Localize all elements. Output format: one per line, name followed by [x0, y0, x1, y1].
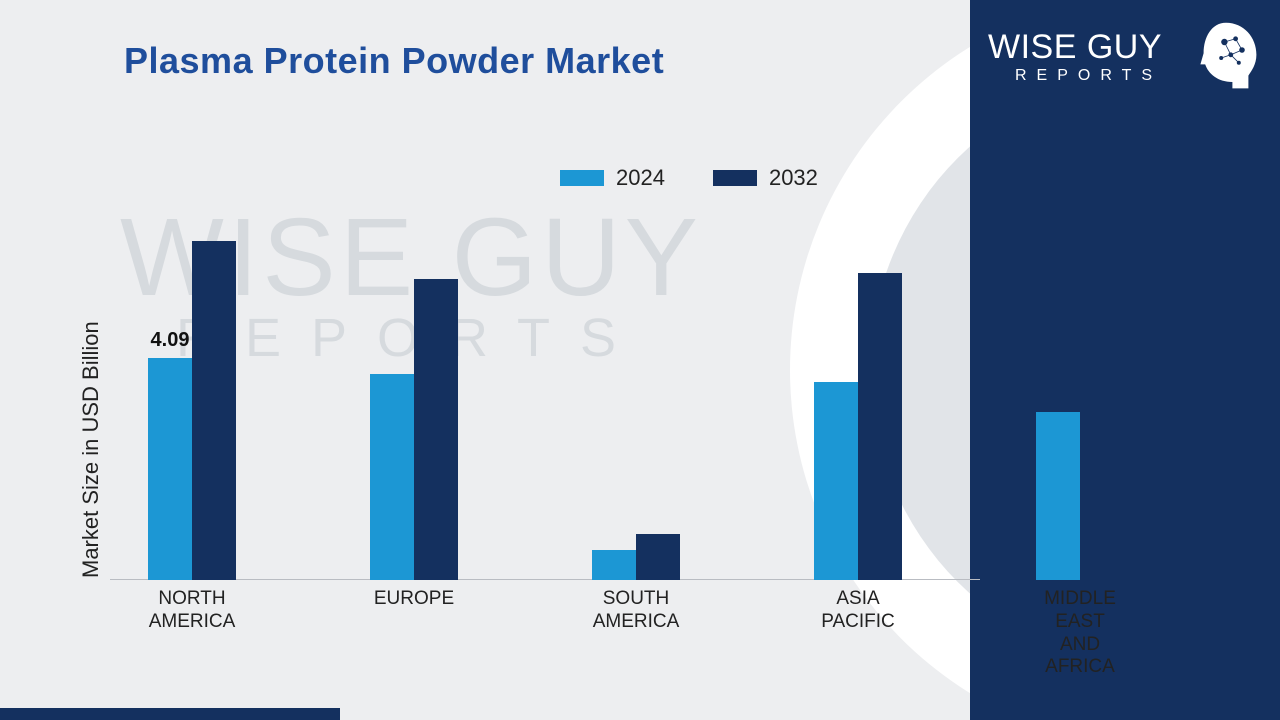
bar-group: 4.09NORTHAMERICA	[148, 200, 236, 580]
y-axis-label: Market Size in USD Billion	[78, 321, 104, 578]
bar-group: SOUTHAMERICA	[592, 200, 680, 580]
bar	[370, 374, 414, 580]
brand-logo-line1: WISE GUY	[988, 30, 1162, 66]
bar	[1080, 328, 1124, 580]
bar	[1036, 412, 1080, 580]
brand-logo: WISE GUY REPORTS	[988, 30, 1162, 84]
legend-label: 2024	[616, 165, 665, 191]
brand-logo-line2: REPORTS	[988, 68, 1162, 85]
category-label: MIDDLEEASTANDAFRICA	[1010, 580, 1150, 679]
bar-value-label: 4.09	[151, 329, 190, 352]
plot-area: 4.09NORTHAMERICA EUROPE SOUTHAMERICA ASIAPA…	[110, 200, 980, 580]
canvas: WISE GUY REPORTS Plasma Protein Powder M…	[0, 0, 1280, 720]
category-label: SOUTHAMERICA	[566, 580, 706, 634]
brand-head-icon	[1186, 18, 1266, 98]
category-label: EUROPE	[344, 580, 484, 611]
legend: 2024 2032	[560, 165, 818, 191]
legend-item: 2024	[560, 165, 665, 191]
legend-swatch-icon	[713, 170, 757, 186]
chart-title: Plasma Protein Powder Market	[124, 40, 664, 82]
bar	[414, 279, 458, 580]
bar-group: ASIAPACIFIC	[814, 200, 902, 580]
bar-group: EUROPE	[370, 200, 458, 580]
legend-label: 2032	[769, 165, 818, 191]
legend-item: 2032	[713, 165, 818, 191]
category-label: NORTHAMERICA	[122, 580, 262, 634]
bar	[192, 241, 236, 580]
bar	[636, 534, 680, 580]
category-label: ASIAPACIFIC	[788, 580, 928, 634]
legend-swatch-icon	[560, 170, 604, 186]
bottom-bar	[0, 708, 340, 720]
bar-group: MIDDLEEASTANDAFRICA	[1036, 200, 1124, 580]
bar	[814, 382, 858, 580]
bar	[592, 550, 636, 580]
bar: 4.09	[148, 358, 192, 580]
bar	[858, 273, 902, 580]
